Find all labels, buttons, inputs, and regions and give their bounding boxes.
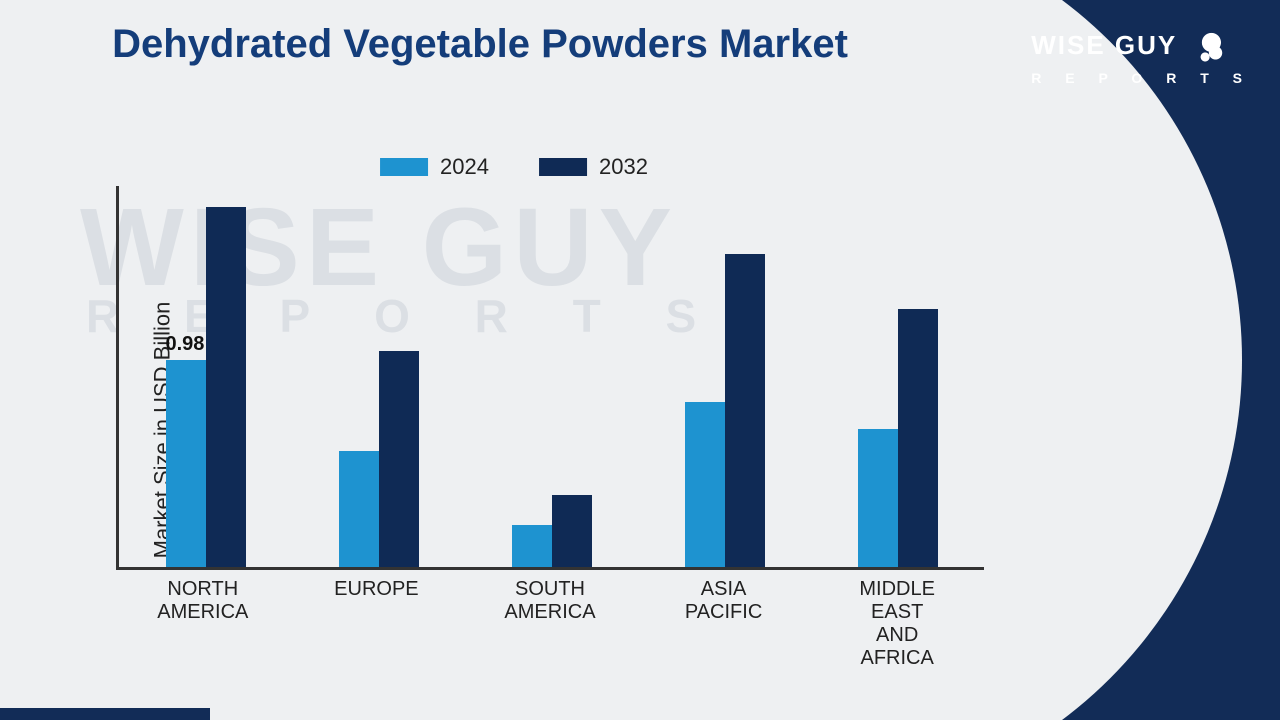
legend-swatch-2032	[539, 158, 587, 176]
bar	[898, 309, 938, 567]
x-category-label: MIDDLEEASTANDAFRICA	[810, 570, 984, 710]
chart: Market Size in USD Billion 2024 2032 0.9…	[44, 150, 984, 710]
bar	[512, 525, 552, 567]
bar	[206, 207, 246, 567]
bar-group	[811, 186, 984, 567]
bar-group	[292, 186, 465, 567]
bar	[685, 402, 725, 567]
footer-accent	[0, 708, 210, 720]
page: WISE GUY R E P O R T S Dehydrated Vegeta…	[0, 0, 1280, 720]
x-categories: NORTHAMERICAEUROPESOUTHAMERICAASIAPACIFI…	[116, 570, 984, 710]
x-category-label: EUROPE	[290, 570, 464, 710]
brand-subline: R E P O R T S	[1031, 70, 1252, 86]
legend-swatch-2024	[380, 158, 428, 176]
legend-item-2032: 2032	[539, 154, 648, 180]
legend-label-2024: 2024	[440, 154, 489, 180]
bar	[379, 351, 419, 567]
legend-item-2024: 2024	[380, 154, 489, 180]
bar	[552, 495, 592, 567]
legend: 2024 2032	[380, 154, 648, 180]
bar	[339, 451, 379, 567]
bar	[858, 429, 898, 567]
bar	[725, 254, 765, 567]
legend-label-2032: 2032	[599, 154, 648, 180]
plot-area: 0.98	[116, 186, 984, 570]
bar-value-label: 0.98	[166, 333, 205, 356]
bar	[166, 360, 206, 567]
bar-groups: 0.98	[119, 186, 984, 567]
brand-logo: WISE GUY R E P O R T S	[1031, 22, 1252, 86]
bar-group	[638, 186, 811, 567]
head-icon	[1179, 20, 1233, 74]
x-category-label: NORTHAMERICA	[116, 570, 290, 710]
bar-group: 0.98	[119, 186, 292, 567]
brand-name: WISE GUY	[1031, 30, 1177, 60]
chart-title: Dehydrated Vegetable Powders Market	[0, 22, 960, 67]
bar-group	[465, 186, 638, 567]
x-category-label: SOUTHAMERICA	[463, 570, 637, 710]
x-category-label: ASIAPACIFIC	[637, 570, 811, 710]
